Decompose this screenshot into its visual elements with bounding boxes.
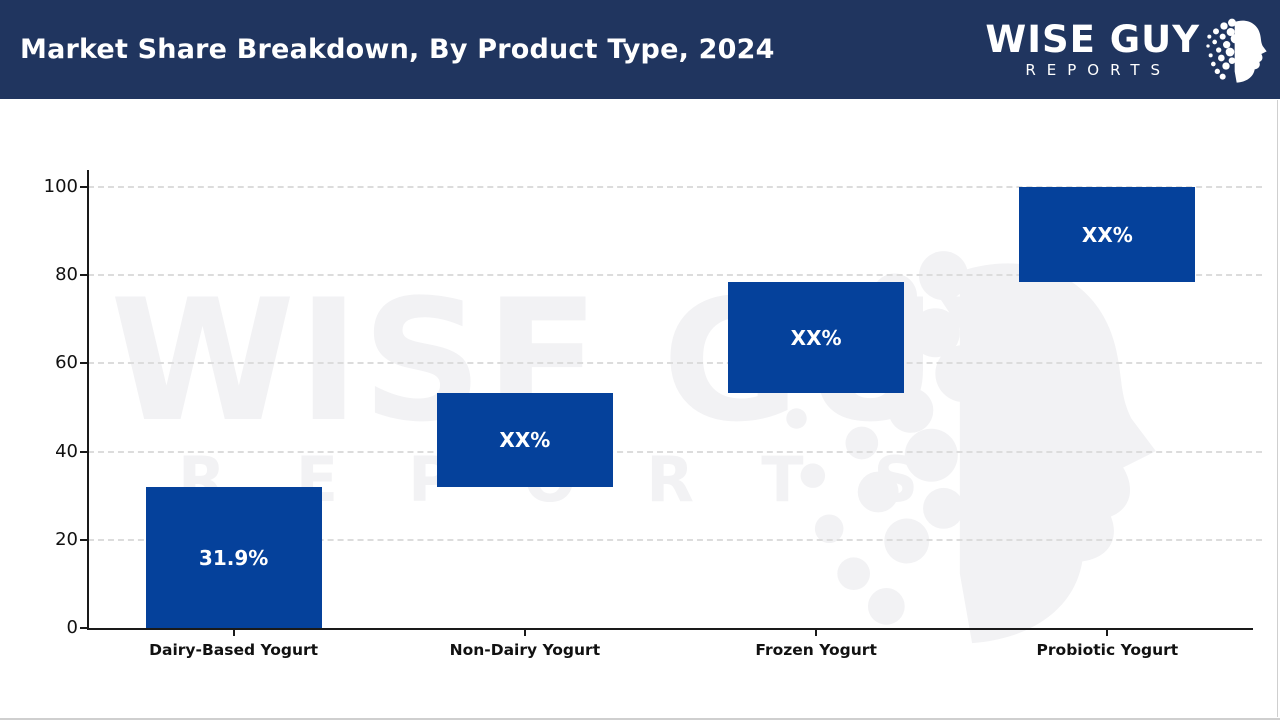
y-axis-tick-label: 100 (43, 176, 78, 197)
y-axis-tick-label: 80 (55, 264, 78, 286)
y-axis-tick (80, 450, 88, 453)
x-axis-line (87, 628, 1253, 630)
y-axis-line (87, 170, 89, 630)
page-bottom-border (0, 718, 1280, 720)
x-category-label: Non-Dairy Yogurt (449, 641, 601, 659)
x-category-label: Dairy-Based Yogurt (149, 641, 319, 659)
bar-value-label: XX% (790, 325, 842, 350)
logo-wordmark: WISE GUY (985, 17, 1200, 61)
y-axis-tick-label: 60 (55, 352, 78, 374)
y-gridline (88, 538, 1262, 541)
x-axis-tick (1106, 630, 1109, 636)
y-axis-tick (80, 186, 88, 188)
page-title: Market Share Breakdown, By Product Type,… (20, 34, 775, 65)
y-axis-tick-label: 40 (55, 440, 78, 462)
bar-segment: XX% (728, 282, 905, 394)
bar-segment: 31.9% (145, 487, 322, 628)
logo-text: WISE GUY REPORTS (985, 17, 1200, 80)
dot-head-logo-icon (1206, 18, 1267, 83)
bar-segment: XX% (436, 393, 613, 488)
y-gridline (88, 362, 1262, 365)
page-right-border (1277, 100, 1278, 717)
y-gridline (88, 274, 1262, 277)
bar-segment: XX% (1019, 187, 1196, 283)
header-bar: Market Share Breakdown, By Product Type,… (0, 0, 1280, 99)
bar-value-label: XX% (499, 428, 551, 453)
logo-subtitle: REPORTS (1025, 60, 1172, 79)
x-category-label: Probiotic Yogurt (1036, 641, 1179, 659)
bar-value-label: XX% (1081, 222, 1133, 247)
y-gridline (88, 450, 1262, 453)
wise-guy-reports-logo: WISE GUY REPORTS (985, 7, 1280, 93)
y-axis-tick-label: 0 (66, 617, 78, 638)
x-axis-tick (815, 630, 818, 636)
x-category-label: Frozen Yogurt (755, 641, 877, 659)
y-axis-tick (80, 274, 88, 277)
bar-value-label: 31.9% (198, 545, 269, 570)
x-axis-tick (523, 630, 526, 636)
y-axis-tick (80, 362, 88, 365)
y-gridline (88, 186, 1262, 188)
y-axis-tick-label: 20 (55, 528, 78, 550)
chart-area: WISE GUY REPORTS 02040608010031.9%Dairy-… (0, 99, 1280, 720)
y-axis-tick (80, 627, 88, 629)
x-axis-tick (232, 630, 235, 636)
y-axis-tick (80, 538, 88, 541)
